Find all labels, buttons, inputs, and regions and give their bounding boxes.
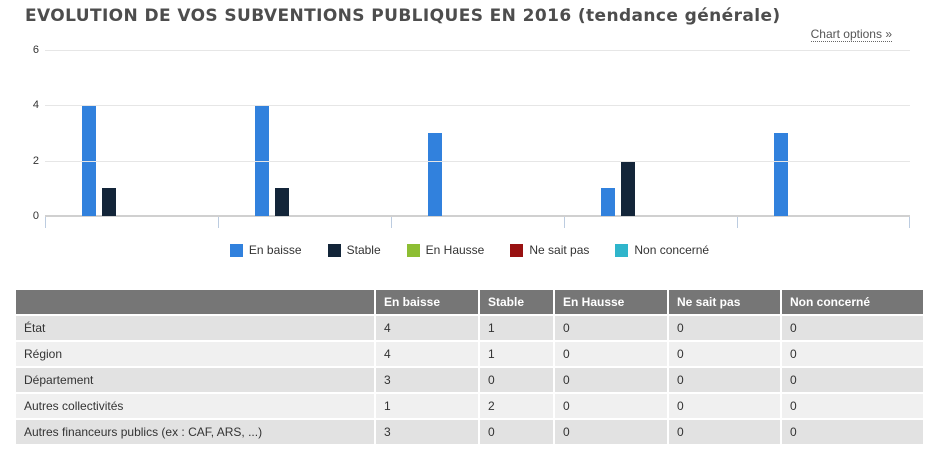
row-label: Région: [16, 342, 374, 366]
table-row: Autres financeurs publics (ex : CAF, ARS…: [16, 420, 923, 444]
gridline-y-4: [45, 105, 910, 107]
row-value: 4: [376, 342, 478, 366]
table-row: Autres collectivités 1 2 0 0 0: [16, 394, 923, 418]
row-value: 1: [376, 394, 478, 418]
x-axis-tick: [564, 217, 565, 228]
row-value: 0: [669, 368, 780, 392]
legend-label: Non concerné: [634, 243, 710, 257]
bar-group-2: [218, 50, 391, 216]
legend-item-stable[interactable]: Stable: [327, 243, 381, 257]
row-value: 1: [480, 342, 553, 366]
row-value: 0: [782, 368, 923, 392]
table-header-cell: Non concerné: [782, 290, 923, 314]
page-title: EVOLUTION DE VOS SUBVENTIONS PUBLIQUES E…: [25, 6, 781, 26]
gridline-y-2: [45, 160, 910, 162]
table-row: Région 4 1 0 0 0: [16, 342, 923, 366]
table-header-cell: Stable: [480, 290, 553, 314]
row-value: 0: [555, 394, 667, 418]
chart-legend: En baisse Stable En Hausse Ne sait pas Non c…: [0, 243, 939, 257]
table-header-cell-empty: [16, 290, 374, 314]
x-axis-line: [45, 215, 910, 217]
legend-swatch-icon: [229, 243, 243, 257]
row-value: 0: [555, 368, 667, 392]
bar-stable: [275, 188, 289, 216]
legend-swatch-icon: [327, 243, 341, 257]
table-body: État 4 1 0 0 0 Région 4 1 0 0 0 Département 3 0 0 0 0 Autr…: [16, 316, 923, 444]
bar-group-5: [737, 50, 910, 216]
results-table: En baisse Stable En Hausse Ne sait pas Non c…: [14, 288, 925, 446]
x-axis-tick: [737, 217, 738, 228]
row-value: 0: [480, 368, 553, 392]
row-value: 2: [480, 394, 553, 418]
row-value: 0: [555, 342, 667, 366]
legend-label: Ne sait pas: [529, 243, 590, 257]
row-value: 3: [376, 368, 478, 392]
row-value: 0: [782, 394, 923, 418]
row-value: 4: [376, 316, 478, 340]
x-axis-tick: [218, 217, 219, 228]
table-row: État 4 1 0 0 0: [16, 316, 923, 340]
row-value: 0: [782, 316, 923, 340]
row-value: 0: [480, 420, 553, 444]
x-axis-tick: [45, 217, 46, 228]
legend-label: En Hausse: [425, 243, 485, 257]
bar-en-baisse: [428, 133, 442, 216]
row-label: Département: [16, 368, 374, 392]
legend-item-en-baisse[interactable]: En baisse: [229, 243, 302, 257]
row-value: 0: [669, 316, 780, 340]
bar-en-baisse: [774, 133, 788, 216]
table-header-cell: Ne sait pas: [669, 290, 780, 314]
legend-item-en-hausse[interactable]: En Hausse: [406, 243, 485, 257]
y-axis-label-6: 6: [32, 44, 39, 56]
row-value: 1: [480, 316, 553, 340]
chart-options-link[interactable]: Chart options »: [810, 27, 892, 42]
bar-stable: [621, 160, 635, 216]
legend-swatch-icon: [406, 243, 420, 257]
row-label: Autres financeurs publics (ex : CAF, ARS…: [16, 420, 374, 444]
table-header-cell: En Hausse: [555, 290, 667, 314]
row-label: État: [16, 316, 374, 340]
legend-swatch-icon: [510, 243, 524, 257]
bar-group-1: [45, 50, 218, 216]
bar-en-baisse: [601, 188, 615, 216]
legend-item-ne-sait-pas[interactable]: Ne sait pas: [510, 243, 589, 257]
bar-groups: [45, 50, 910, 216]
row-value: 0: [669, 342, 780, 366]
bar-stable: [102, 188, 116, 216]
y-axis-label-0: 0: [32, 210, 39, 222]
legend-label: Stable: [346, 243, 381, 257]
row-value: 0: [669, 394, 780, 418]
table-header: En baisse Stable En Hausse Ne sait pas Non c…: [16, 290, 923, 314]
row-value: 0: [782, 420, 923, 444]
legend-item-non-concerné[interactable]: Non concerné: [615, 243, 709, 257]
bar-group-4: [564, 50, 737, 216]
x-axis-tick: [909, 217, 910, 228]
legend-swatch-icon: [615, 243, 629, 257]
legend-label: En baisse: [248, 243, 302, 257]
y-axis-label-2: 2: [32, 154, 39, 167]
gridline-y-6: [45, 50, 910, 51]
row-value: 0: [782, 342, 923, 366]
table-header-cell: En baisse: [376, 290, 478, 314]
bar-chart: 0 2 4 6: [33, 44, 910, 228]
row-value: 3: [376, 420, 478, 444]
row-value: 0: [669, 420, 780, 444]
row-label: Autres collectivités: [16, 394, 374, 418]
row-value: 0: [555, 316, 667, 340]
x-axis-tick: [391, 217, 392, 228]
row-value: 0: [555, 420, 667, 444]
y-axis-label-4: 4: [32, 99, 39, 112]
bar-group-3: [391, 50, 564, 216]
table-row: Département 3 0 0 0 0: [16, 368, 923, 392]
